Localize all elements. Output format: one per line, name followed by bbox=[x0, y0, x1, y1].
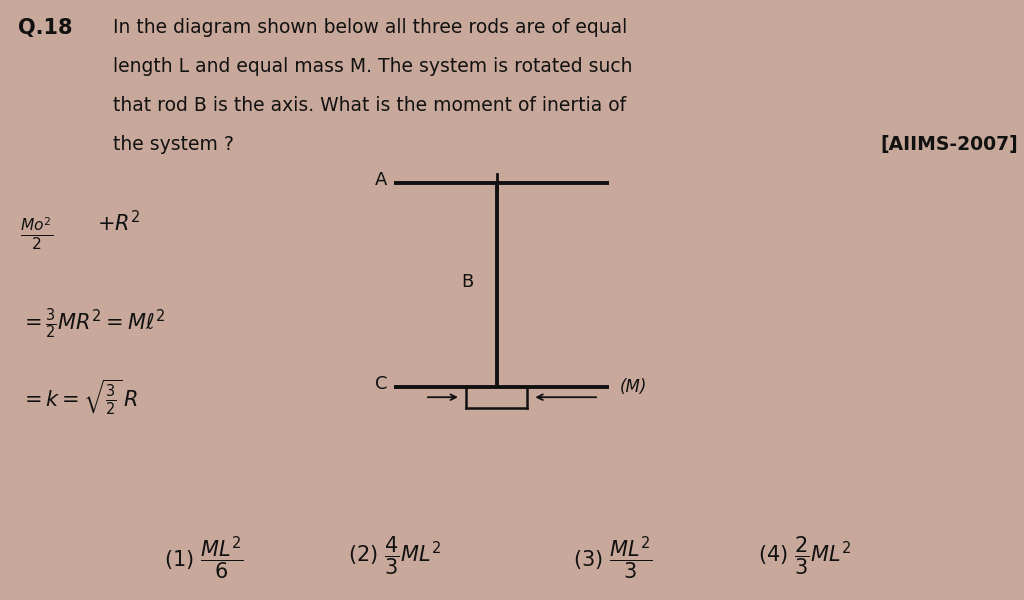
Text: [AIIMS-2007]: [AIIMS-2007] bbox=[881, 135, 1019, 154]
Text: B: B bbox=[461, 273, 473, 291]
Text: $(2)\ \dfrac{4}{3}ML^2$: $(2)\ \dfrac{4}{3}ML^2$ bbox=[348, 534, 441, 577]
Text: $= k = \sqrt{\frac{3}{2}}\,R$: $= k = \sqrt{\frac{3}{2}}\,R$ bbox=[20, 378, 138, 417]
Text: that rod B is the axis. What is the moment of inertia of: that rod B is the axis. What is the mome… bbox=[113, 96, 626, 115]
Text: (M): (M) bbox=[620, 378, 647, 396]
Text: $(3)\ \dfrac{ML^2}{3}$: $(3)\ \dfrac{ML^2}{3}$ bbox=[573, 534, 653, 582]
Text: $= \frac{3}{2} MR^2 = M\ell^2$: $= \frac{3}{2} MR^2 = M\ell^2$ bbox=[20, 306, 166, 341]
Text: In the diagram shown below all three rods are of equal: In the diagram shown below all three rod… bbox=[113, 18, 627, 37]
Text: Q.18: Q.18 bbox=[18, 18, 73, 38]
Text: $(1)\ \dfrac{ML^2}{6}$: $(1)\ \dfrac{ML^2}{6}$ bbox=[164, 534, 244, 582]
Text: $+ R^2$: $+ R^2$ bbox=[97, 210, 140, 235]
Text: $(4)\ \dfrac{2}{3}ML^2$: $(4)\ \dfrac{2}{3}ML^2$ bbox=[758, 534, 851, 577]
Text: C: C bbox=[375, 375, 387, 393]
Text: length L and equal mass M. The system is rotated such: length L and equal mass M. The system is… bbox=[113, 57, 632, 76]
Text: the system ?: the system ? bbox=[113, 135, 233, 154]
Text: A: A bbox=[375, 171, 387, 189]
Text: $\frac{Mo^2}{2}$: $\frac{Mo^2}{2}$ bbox=[20, 216, 53, 252]
